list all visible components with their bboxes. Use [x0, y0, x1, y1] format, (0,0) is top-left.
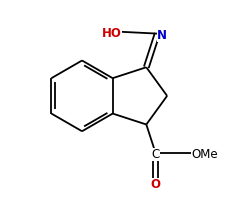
Text: OMe: OMe: [190, 148, 217, 161]
Text: HO: HO: [102, 27, 121, 40]
Text: C: C: [151, 148, 159, 161]
Text: O: O: [150, 178, 160, 191]
Text: N: N: [157, 29, 167, 42]
